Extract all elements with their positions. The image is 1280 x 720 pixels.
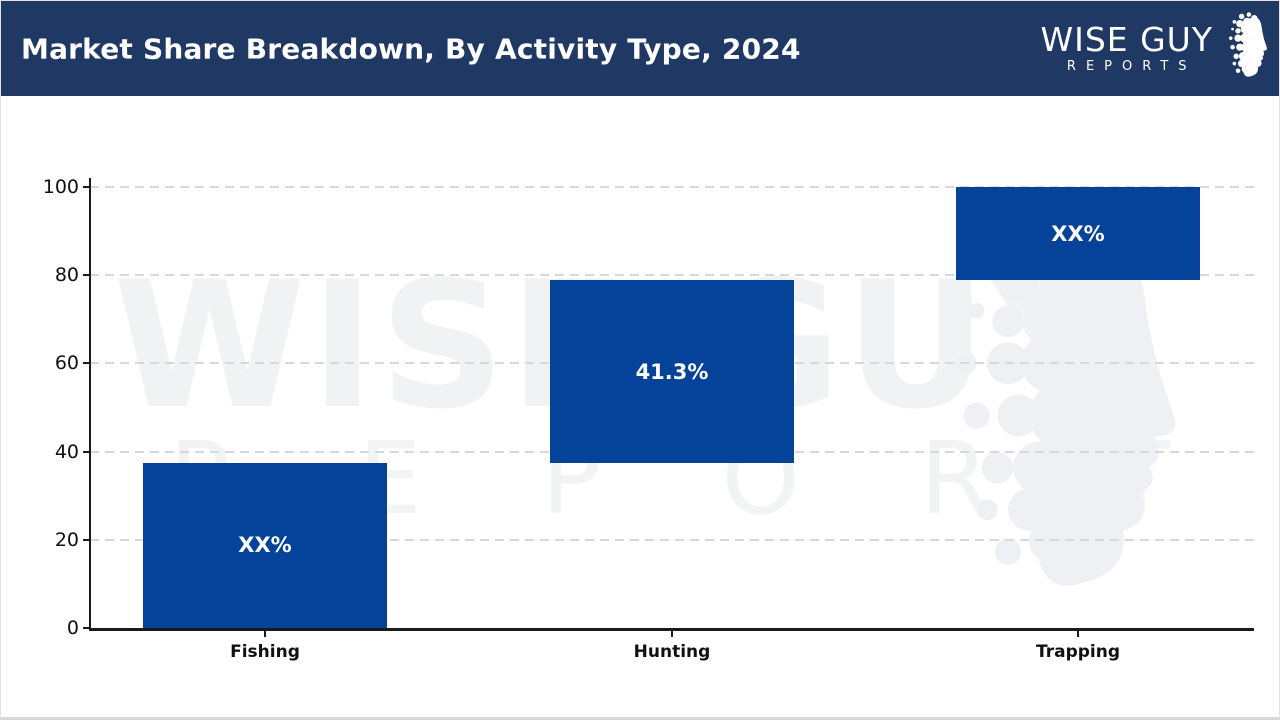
x-tick-hunting [671, 631, 673, 637]
y-tick-label-100: 100 [42, 176, 79, 198]
bar-trapping: XX% [956, 187, 1200, 281]
bar-value-label-hunting: 41.3% [635, 359, 709, 384]
x-tick-trapping [1077, 631, 1079, 637]
y-tick-20 [83, 538, 90, 541]
x-category-label-trapping: Trapping [1035, 642, 1121, 662]
gridline-20 [90, 538, 1254, 541]
y-tick-80 [83, 274, 90, 277]
logo-wordmark: WISE GUY [1040, 20, 1213, 59]
y-tick-60 [83, 362, 90, 365]
y-tick-label-60: 60 [54, 352, 79, 375]
y-axis-line [89, 178, 91, 630]
x-category-label-fishing: Fishing [230, 642, 300, 662]
y-tick-0 [83, 627, 90, 629]
y-tick-label-0: 0 [66, 617, 79, 639]
x-tick-fishing [264, 631, 266, 637]
page-title: Market Share Breakdown, By Activity Type… [21, 32, 801, 65]
logo-reports-text: REPORTS [1066, 59, 1197, 74]
gridline-80 [90, 274, 1254, 277]
logo-text: WISE GUY REPORTS [1040, 23, 1213, 74]
wise-guy-logo: WISE GUY REPORTS [1040, 10, 1267, 88]
bar-hunting: 41.3% [550, 280, 794, 463]
y-tick-label-80: 80 [54, 264, 79, 287]
header-bar: Market Share Breakdown, By Activity Type… [1, 1, 1279, 96]
x-category-label-hunting: Hunting [633, 642, 711, 662]
y-tick-label-20: 20 [54, 528, 79, 551]
logo-dotted-head-icon [1228, 11, 1267, 77]
bar-value-label-trapping: XX% [1051, 221, 1105, 246]
y-tick-100 [83, 186, 90, 188]
x-axis-line [89, 628, 1254, 631]
gridline-100 [90, 186, 1254, 188]
y-tick-label-40: 40 [54, 440, 79, 463]
bar-value-label-fishing: XX% [238, 533, 292, 558]
y-tick-40 [83, 450, 90, 453]
bar-fishing: XX% [143, 462, 387, 628]
